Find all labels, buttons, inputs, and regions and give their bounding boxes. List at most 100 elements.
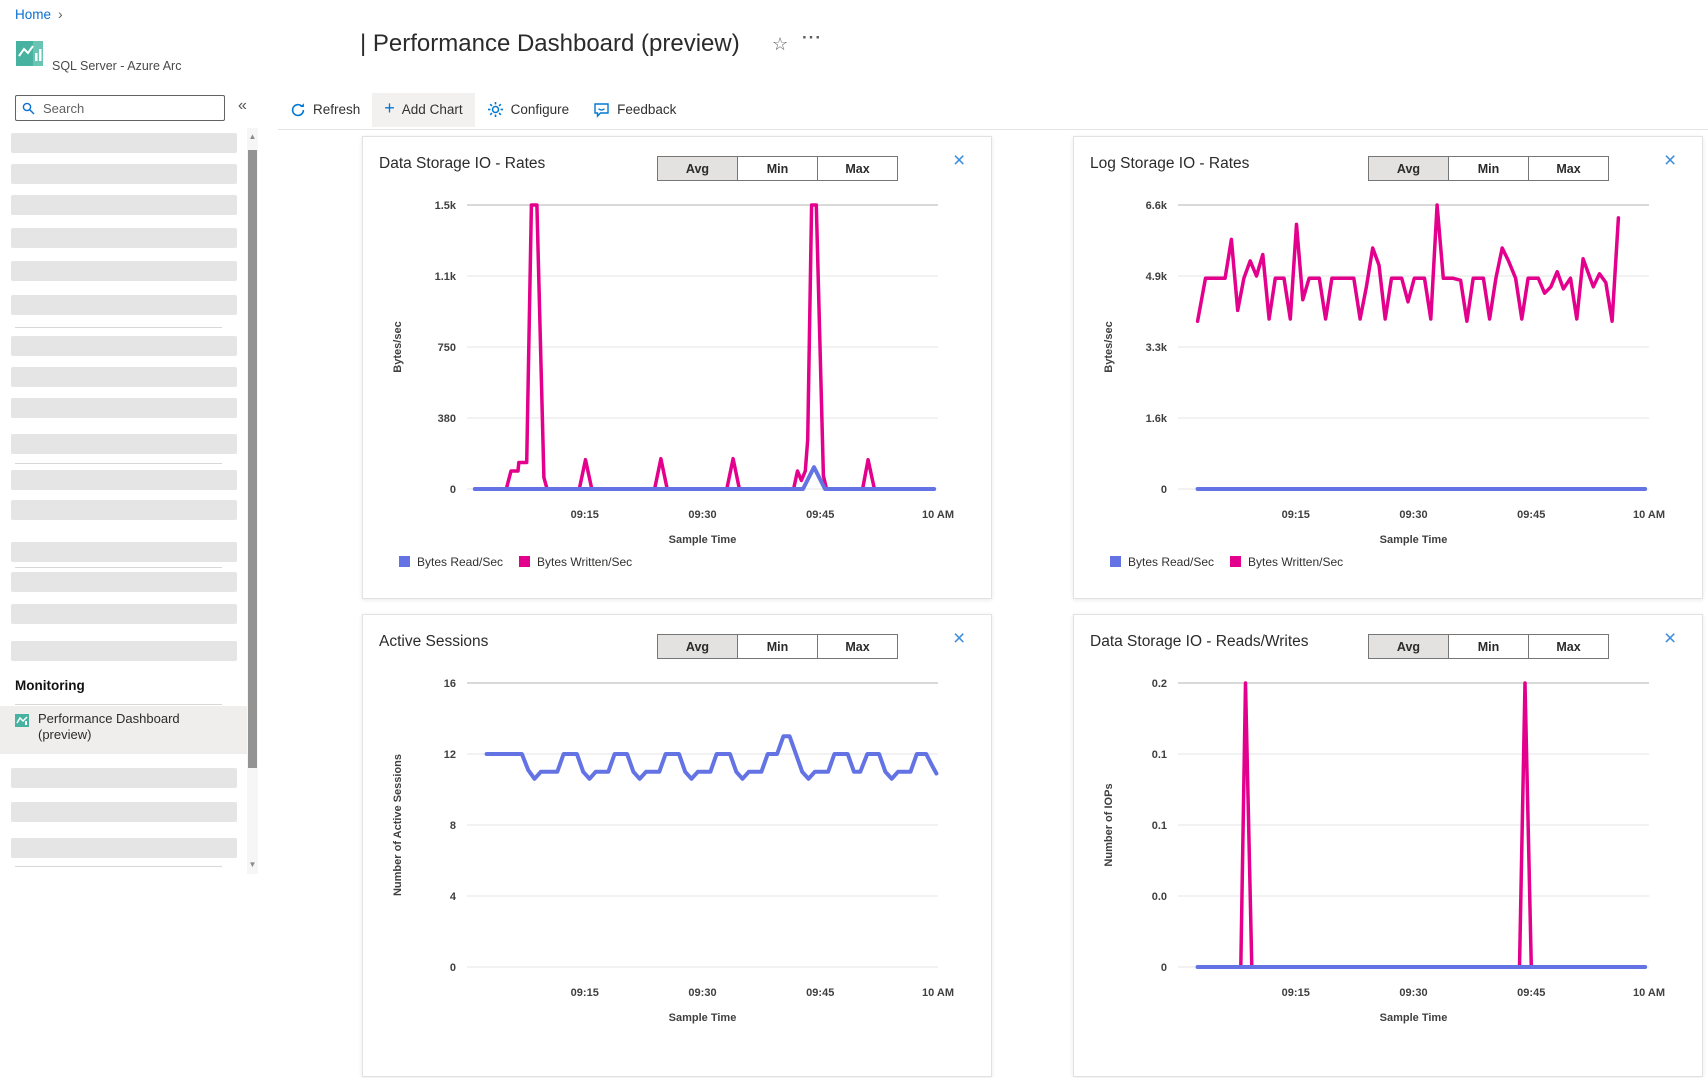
series-line-active-sessions xyxy=(484,734,939,781)
y-tick-label: 8 xyxy=(450,820,456,832)
add-chart-button[interactable]: + Add Chart xyxy=(372,92,475,127)
sidebar-divider xyxy=(15,327,222,328)
x-tick-label: 09:30 xyxy=(1399,987,1427,999)
min-button[interactable]: Min xyxy=(1448,634,1529,659)
x-tick-label: 09:15 xyxy=(571,987,599,999)
close-icon[interactable]: × xyxy=(947,149,971,172)
min-button[interactable]: Min xyxy=(737,156,818,181)
y-axis-title: Number of Active Sessions xyxy=(392,754,404,896)
x-tick-label: 10 AM xyxy=(922,987,954,999)
sidebar-item-label-line2: (preview) xyxy=(38,727,92,742)
chart-card-data-storage-io-reads-writes: Data Storage IO - Reads/Writes Avg Min M… xyxy=(1073,614,1703,1077)
chevron-right-icon: › xyxy=(58,6,63,22)
avg-button[interactable]: Avg xyxy=(657,156,738,181)
configure-label: Configure xyxy=(510,102,570,117)
x-tick-label: 09:45 xyxy=(1517,987,1545,999)
search-input[interactable] xyxy=(41,99,201,117)
avg-button[interactable]: Avg xyxy=(1368,156,1449,181)
x-tick-label: 09:30 xyxy=(688,509,716,521)
y-axis-title: Bytes/sec xyxy=(1103,321,1115,372)
favorite-star-icon[interactable]: ☆ xyxy=(772,34,789,54)
performance-dashboard-icon xyxy=(15,714,29,727)
chart-plot: 1.5k 1.1k 750 380 0 09:15 09:30 09:45 10 AM Sampl… xyxy=(392,200,954,569)
sidebar-divider xyxy=(15,463,222,464)
aggregation-toggle: Avg Min Max xyxy=(657,156,898,181)
chart-plot: 0.2 0.1 0.1 0.0 0 09:15 09:30 09:45 10 AM Sample … xyxy=(1103,678,1665,1024)
y-tick-label: 6.6k xyxy=(1146,200,1168,212)
x-tick-label: 09:30 xyxy=(1399,509,1427,521)
x-tick-label: 10 AM xyxy=(922,509,954,521)
chart-title: Data Storage IO - Rates xyxy=(379,155,546,172)
y-tick-label: 0 xyxy=(1161,484,1167,496)
min-button[interactable]: Min xyxy=(1448,156,1529,181)
max-button[interactable]: Max xyxy=(817,156,898,181)
legend-swatch xyxy=(1230,556,1241,567)
y-tick-label: 1.5k xyxy=(435,200,457,212)
scrollbar-thumb[interactable] xyxy=(248,150,257,768)
y-tick-label: 0.1 xyxy=(1152,820,1167,832)
chart-card-data-storage-io-rates: Data Storage IO - Rates Avg Min Max × 1.… xyxy=(362,136,992,599)
skeleton-bar xyxy=(11,261,237,281)
max-button[interactable]: Max xyxy=(817,634,898,659)
x-tick-label: 09:15 xyxy=(1282,987,1310,999)
aggregation-toggle: Avg Min Max xyxy=(1368,634,1609,659)
legend-swatch xyxy=(399,556,410,567)
avg-button[interactable]: Avg xyxy=(1368,634,1449,659)
chart-plot: 6.6k 4.9k 3.3k 1.6k 0 09:15 09:30 09:45 10 AM Sam… xyxy=(1103,200,1665,569)
chart-title: Data Storage IO - Reads/Writes xyxy=(1090,633,1309,650)
scroll-up-icon[interactable]: ▲ xyxy=(248,132,257,141)
y-tick-label: 0 xyxy=(450,484,456,496)
more-options-icon[interactable]: ··· xyxy=(802,28,822,47)
y-axis-title: Bytes/sec xyxy=(392,321,404,372)
x-tick-label: 10 AM xyxy=(1633,509,1665,521)
y-tick-label: 1.1k xyxy=(435,271,457,283)
close-icon[interactable]: × xyxy=(1658,627,1682,650)
y-axis-title: Number of IOPs xyxy=(1103,783,1115,866)
aggregation-toggle: Avg Min Max xyxy=(657,634,898,659)
sidebar-search[interactable] xyxy=(15,95,225,121)
sidebar-scrollbar[interactable]: ▲ ▼ xyxy=(247,128,258,874)
max-button[interactable]: Max xyxy=(1528,634,1609,659)
resource-name: SQL Server - Azure Arc xyxy=(52,59,182,73)
breadcrumb: Home › xyxy=(15,6,63,22)
skeleton-bar xyxy=(11,434,237,454)
skeleton-bar xyxy=(11,768,237,788)
avg-button[interactable]: Avg xyxy=(657,634,738,659)
chart-title: Active Sessions xyxy=(379,633,489,650)
sidebar-item-label-line1: Performance Dashboard xyxy=(38,711,180,726)
chart-card-log-storage-io-rates: Log Storage IO - Rates Avg Min Max × 6.6… xyxy=(1073,136,1703,599)
y-tick-label: 0 xyxy=(450,962,456,974)
x-axis-title: Sample Time xyxy=(669,1012,737,1024)
close-icon[interactable]: × xyxy=(1658,149,1682,172)
skeleton-bar xyxy=(11,838,237,858)
legend-label: Bytes Written/Sec xyxy=(1248,555,1343,569)
skeleton-bar xyxy=(11,470,237,490)
sidebar-divider xyxy=(15,567,222,568)
feedback-icon xyxy=(594,102,609,118)
min-button[interactable]: Min xyxy=(737,634,818,659)
skeleton-bar xyxy=(11,133,237,153)
y-tick-label: 12 xyxy=(444,749,456,761)
x-axis-title: Sample Time xyxy=(1380,1012,1448,1024)
sidebar-divider xyxy=(15,866,222,867)
feedback-label: Feedback xyxy=(617,102,677,117)
sidebar-divider xyxy=(15,704,222,705)
sidebar-item-performance-dashboard[interactable]: Performance Dashboard (preview) xyxy=(0,706,247,754)
breadcrumb-home-link[interactable]: Home xyxy=(15,7,52,22)
aggregation-toggle: Avg Min Max xyxy=(1368,156,1609,181)
scroll-down-icon[interactable]: ▼ xyxy=(248,860,257,869)
refresh-button[interactable]: Refresh xyxy=(278,93,372,127)
x-tick-label: 09:30 xyxy=(688,987,716,999)
close-icon[interactable]: × xyxy=(947,627,971,650)
skeleton-bar xyxy=(11,164,237,184)
y-tick-label: 0.0 xyxy=(1152,891,1167,903)
collapse-sidebar-icon[interactable]: « xyxy=(238,97,247,114)
skeleton-bar xyxy=(11,500,237,520)
skeleton-bar xyxy=(11,398,237,418)
skeleton-bar xyxy=(11,195,237,215)
configure-button[interactable]: Configure xyxy=(475,93,582,127)
page-title: | Performance Dashboard (preview) xyxy=(360,30,740,57)
y-tick-label: 380 xyxy=(438,413,456,425)
feedback-button[interactable]: Feedback xyxy=(581,93,688,127)
max-button[interactable]: Max xyxy=(1528,156,1609,181)
